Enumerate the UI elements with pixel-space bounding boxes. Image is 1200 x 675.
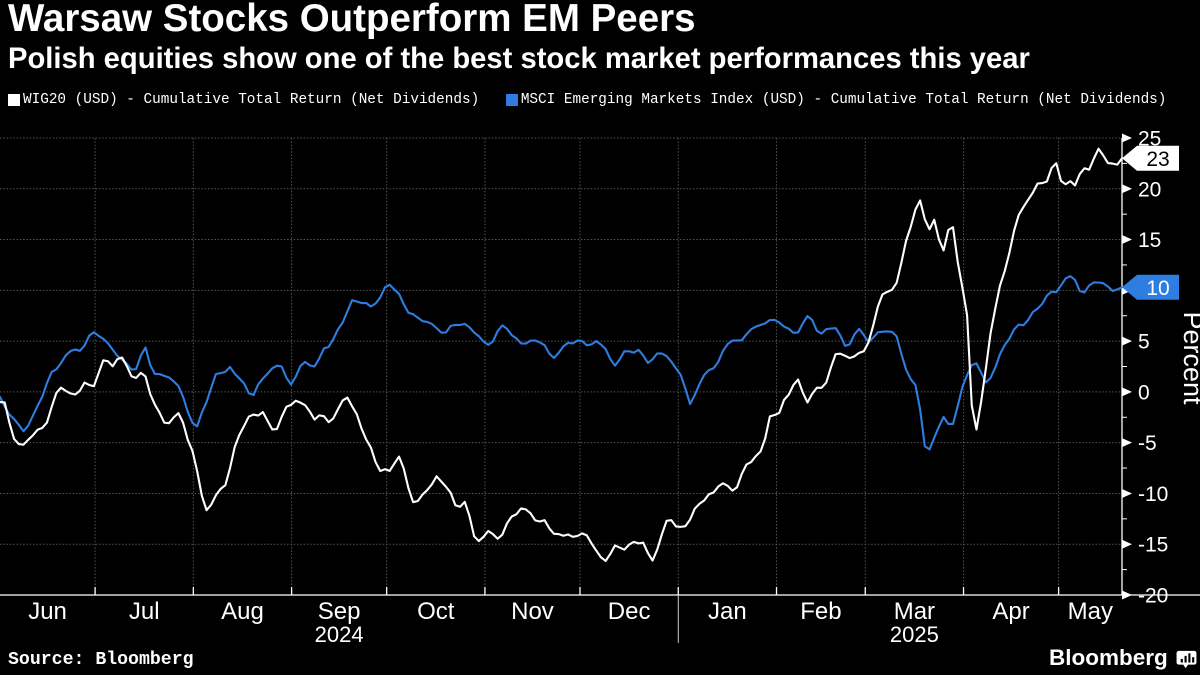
svg-text:Oct: Oct — [417, 598, 455, 625]
svg-text:-15: -15 — [1138, 534, 1168, 557]
svg-text:0: 0 — [1138, 381, 1150, 404]
svg-text:Sep: Sep — [318, 598, 361, 625]
svg-text:Dec: Dec — [608, 598, 651, 625]
svg-text:Jul: Jul — [129, 598, 160, 625]
svg-text:May: May — [1068, 598, 1113, 625]
svg-text:Aug: Aug — [221, 598, 264, 625]
svg-text:Apr: Apr — [992, 598, 1029, 625]
svg-text:Jan: Jan — [708, 598, 747, 625]
svg-text:2025: 2025 — [890, 622, 939, 645]
svg-text:-5: -5 — [1138, 432, 1157, 455]
svg-text:10: 10 — [1146, 277, 1169, 300]
svg-text:Mar: Mar — [894, 598, 935, 625]
svg-text:15: 15 — [1138, 229, 1161, 252]
svg-text:Jun: Jun — [28, 598, 67, 625]
svg-text:5: 5 — [1138, 331, 1150, 354]
svg-text:2024: 2024 — [315, 622, 364, 645]
svg-text:-10: -10 — [1138, 483, 1168, 506]
svg-text:-20: -20 — [1138, 585, 1168, 608]
svg-text:Feb: Feb — [800, 598, 841, 625]
svg-text:Percent: Percent — [1178, 311, 1200, 405]
svg-text:Nov: Nov — [511, 598, 554, 625]
svg-text:20: 20 — [1138, 178, 1161, 201]
svg-text:23: 23 — [1146, 148, 1169, 171]
